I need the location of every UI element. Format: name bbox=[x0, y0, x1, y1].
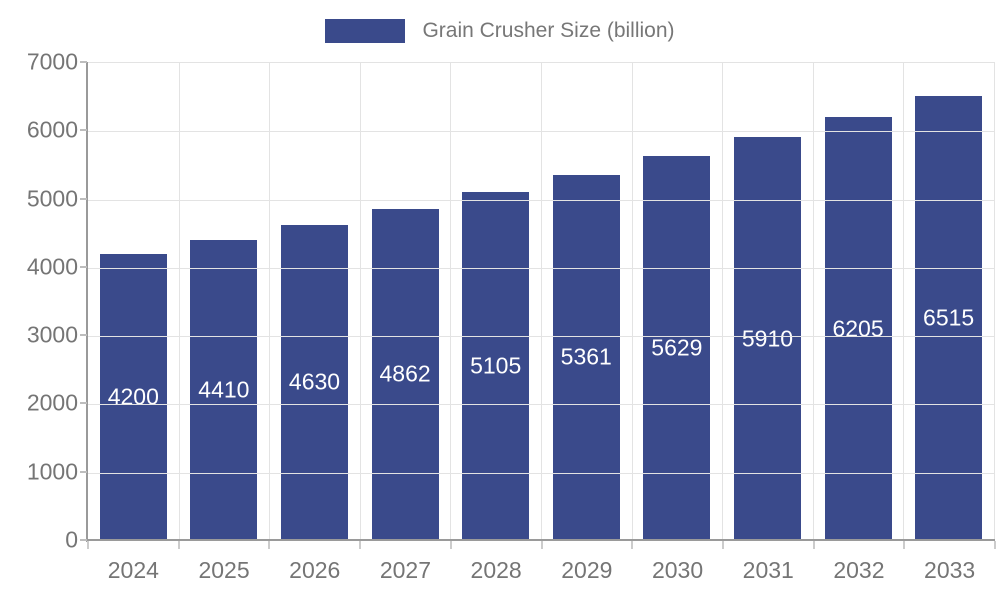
v-gridline bbox=[722, 63, 724, 540]
x-tick-label: 2025 bbox=[198, 557, 250, 583]
v-gridline bbox=[450, 63, 452, 540]
v-gridline bbox=[812, 63, 814, 540]
y-tick-label: 4000 bbox=[26, 253, 78, 280]
bar: 5910 bbox=[733, 137, 801, 540]
x-axis-tick bbox=[631, 541, 634, 549]
y-tick-label: 3000 bbox=[26, 321, 78, 348]
bar-column: 4862 bbox=[360, 63, 451, 540]
y-axis-tick bbox=[80, 265, 87, 268]
y-tick-label: 1000 bbox=[26, 458, 78, 485]
bar-column: 4630 bbox=[269, 63, 360, 540]
bar-value-label: 5105 bbox=[470, 352, 522, 379]
x-tick-label: 2029 bbox=[561, 557, 613, 583]
bar-value-label: 5629 bbox=[651, 334, 703, 361]
y-axis-tick bbox=[80, 334, 87, 337]
v-gridline bbox=[631, 63, 633, 540]
v-gridline bbox=[178, 63, 180, 540]
y-tick-label: 2000 bbox=[26, 389, 78, 416]
y-axis-line bbox=[86, 62, 88, 542]
y-axis-tick bbox=[80, 470, 87, 473]
x-tick-label: 2027 bbox=[379, 557, 432, 583]
x-axis-tick bbox=[449, 541, 452, 549]
x-axis-tick bbox=[268, 541, 271, 549]
x-axis-tick bbox=[177, 541, 180, 549]
bar-value-label: 6205 bbox=[832, 315, 884, 342]
v-gridline bbox=[903, 63, 905, 540]
v-gridline bbox=[541, 63, 542, 540]
y-tick-label: 0 bbox=[65, 526, 78, 553]
x-tick-label: 2024 bbox=[107, 557, 159, 583]
x-tick-label: 2028 bbox=[470, 557, 522, 583]
bar: 6205 bbox=[824, 117, 892, 540]
bar-column: 5361 bbox=[541, 63, 632, 540]
x-tick-label: 2031 bbox=[742, 557, 794, 583]
v-gridline bbox=[269, 63, 271, 540]
bar-value-label: 4630 bbox=[288, 368, 341, 395]
x-tick-label: 2032 bbox=[833, 557, 885, 583]
legend-swatch bbox=[325, 19, 406, 43]
bar-column: 4200 bbox=[88, 63, 179, 540]
x-tick-label: 2030 bbox=[651, 557, 704, 583]
bar-value-label: 4862 bbox=[379, 360, 431, 387]
bar-column: 4410 bbox=[179, 63, 270, 540]
x-axis-tick bbox=[994, 541, 996, 549]
plot-area: 4200 4410 4630 4862 5105 5361 5629 5910 6205 6515 bbox=[88, 62, 995, 540]
x-axis-tick bbox=[87, 541, 89, 549]
bar: 4630 bbox=[280, 224, 348, 540]
y-tick-label: 5000 bbox=[26, 185, 78, 212]
x-axis-tick bbox=[359, 541, 362, 549]
y-axis-tick bbox=[80, 129, 87, 132]
x-axis-tick bbox=[903, 541, 906, 549]
bar-value-label: 5361 bbox=[560, 343, 612, 370]
bar-value-label: 4200 bbox=[107, 383, 159, 410]
x-tick-label: 2026 bbox=[289, 557, 341, 583]
bar: 4862 bbox=[371, 208, 439, 540]
bar-value-label: 6515 bbox=[923, 304, 975, 331]
x-axis-line bbox=[80, 539, 995, 541]
bar-value-label: 5910 bbox=[741, 325, 794, 352]
y-axis-tick bbox=[80, 197, 87, 200]
bar-column: 5910 bbox=[722, 63, 813, 540]
y-tick-label: 6000 bbox=[26, 116, 78, 143]
y-tick-label: 7000 bbox=[26, 48, 78, 75]
bar: 6515 bbox=[915, 96, 983, 540]
bar: 5629 bbox=[643, 156, 711, 540]
bar: 5361 bbox=[552, 174, 620, 540]
y-axis-tick bbox=[80, 539, 87, 541]
v-gridline bbox=[359, 63, 361, 540]
bar: 4410 bbox=[190, 239, 258, 540]
x-tick-label: 2033 bbox=[924, 557, 976, 583]
y-axis-tick bbox=[80, 61, 87, 63]
legend-label: Grain Crusher Size (billion) bbox=[422, 19, 675, 42]
legend: Grain Crusher Size (billion) bbox=[0, 17, 1000, 45]
bar: 5105 bbox=[462, 192, 530, 540]
bar-column: 5629 bbox=[632, 63, 723, 540]
bar: 4200 bbox=[99, 253, 167, 540]
x-axis-tick bbox=[812, 541, 815, 549]
bar-value-label: 4410 bbox=[198, 376, 250, 403]
x-axis-tick bbox=[540, 541, 543, 549]
y-axis-tick bbox=[80, 402, 87, 405]
bar-column: 6515 bbox=[903, 63, 994, 540]
bar-column: 6205 bbox=[813, 63, 904, 540]
x-axis-tick bbox=[721, 541, 724, 549]
bar-column: 5105 bbox=[450, 63, 541, 540]
